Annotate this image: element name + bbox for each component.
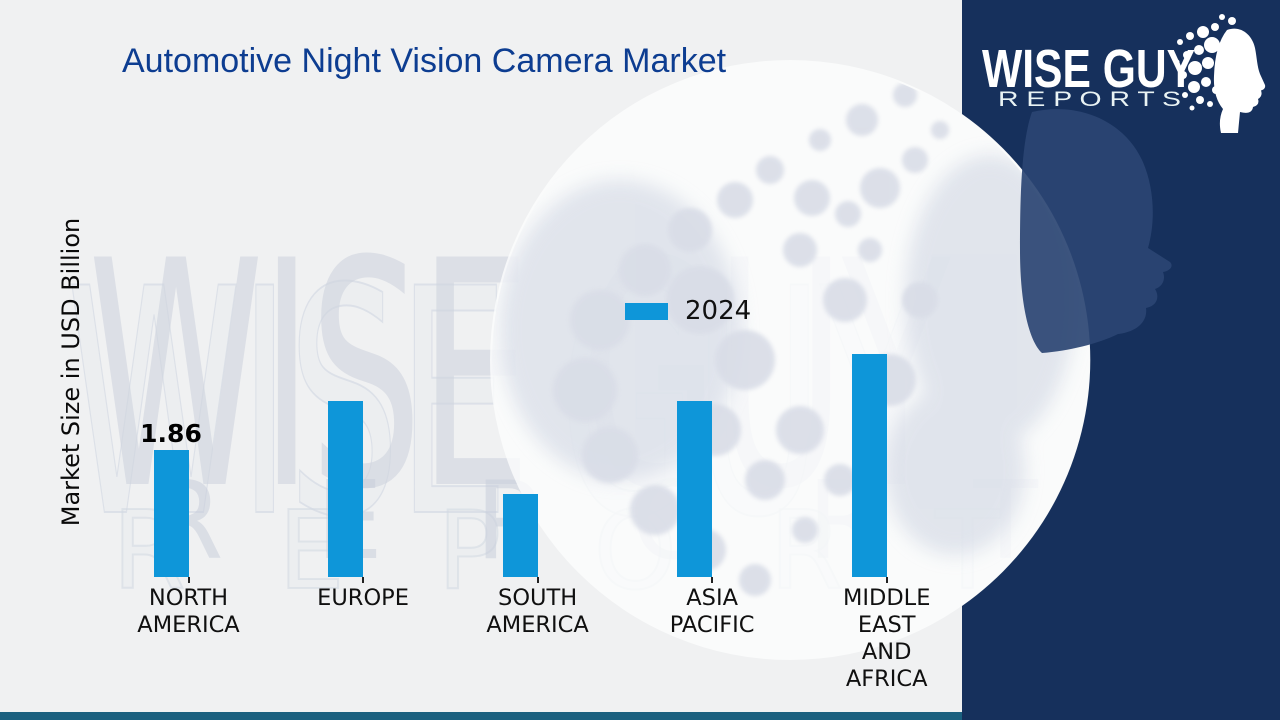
x-axis-tick bbox=[711, 577, 714, 583]
bar bbox=[851, 354, 887, 577]
bar bbox=[153, 450, 189, 577]
category-label: SOUTH AMERICA bbox=[486, 585, 589, 638]
x-axis-tick bbox=[362, 577, 365, 583]
legend-label: 2024 bbox=[685, 296, 752, 326]
bar bbox=[328, 401, 364, 577]
x-axis-tick bbox=[187, 577, 190, 583]
bar-value-label: 1.86 bbox=[140, 419, 202, 448]
bar bbox=[677, 401, 713, 577]
page-title: Automotive Night Vision Camera Market bbox=[122, 42, 727, 80]
legend-swatch-2024 bbox=[625, 303, 668, 320]
bottom-accent-bar bbox=[0, 712, 1280, 720]
category-label: NORTH AMERICA bbox=[137, 585, 240, 638]
category-label: MIDDLE EAST AND AFRICA bbox=[842, 585, 931, 692]
category-label: ASIA PACIFIC bbox=[669, 585, 755, 638]
x-axis-tick bbox=[536, 577, 539, 583]
y-axis-label: Market Size in USD Billion bbox=[57, 217, 85, 527]
x-axis-tick bbox=[885, 577, 888, 583]
bar bbox=[502, 494, 538, 577]
category-label: EUROPE bbox=[317, 585, 409, 611]
